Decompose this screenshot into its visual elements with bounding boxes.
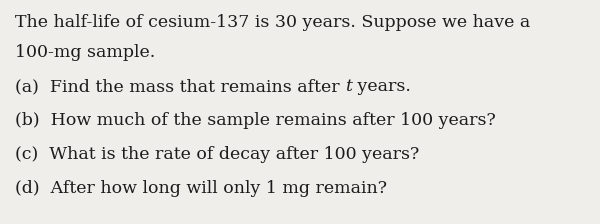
Text: 100-mg sample.: 100-mg sample. bbox=[15, 44, 155, 61]
Text: (c)  What is the rate of decay after 100 years?: (c) What is the rate of decay after 100 … bbox=[15, 146, 419, 163]
Text: (d)  After how long will only 1 mg remain?: (d) After how long will only 1 mg remain… bbox=[15, 180, 387, 197]
Text: The half-life of cesium-137 is 30 years. Suppose we have a: The half-life of cesium-137 is 30 years.… bbox=[15, 14, 530, 31]
Text: t: t bbox=[345, 78, 352, 95]
Text: years.: years. bbox=[352, 78, 411, 95]
Text: (a)  Find the mass that remains after: (a) Find the mass that remains after bbox=[15, 78, 345, 95]
Text: (b)  How much of the sample remains after 100 years?: (b) How much of the sample remains after… bbox=[15, 112, 496, 129]
